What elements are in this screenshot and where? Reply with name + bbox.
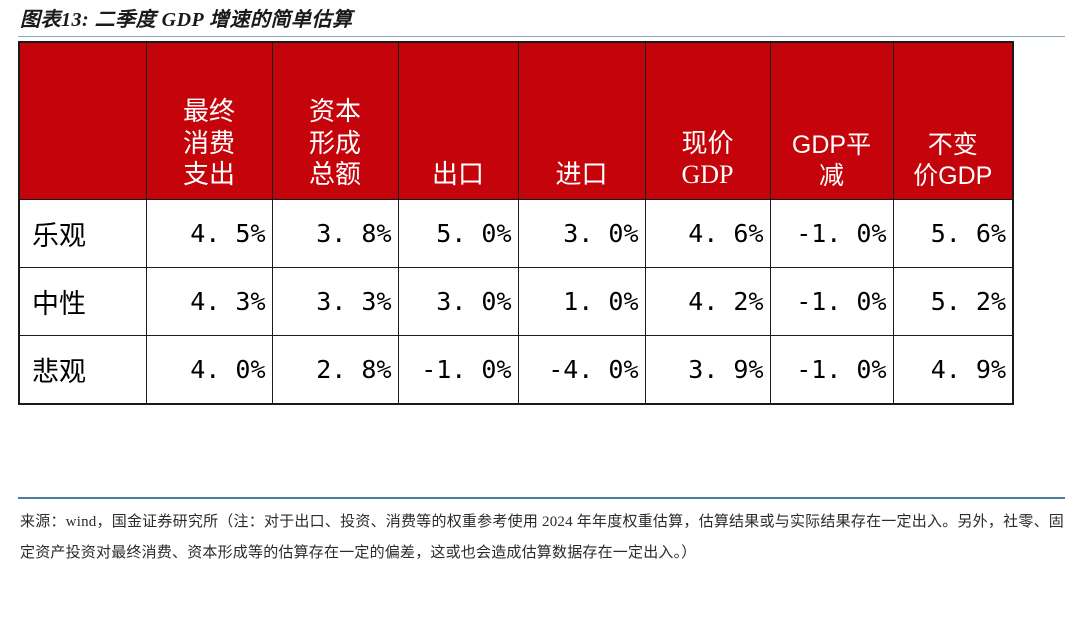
cell-optimistic-imports: 3. 0% — [517, 199, 646, 268]
column-header-real-gdp: 不变 价GDP — [892, 41, 1014, 200]
table-row: 中性 4. 3% 3. 3% 3. 0% 1. 0% 4. 2% -1. 0% … — [18, 267, 1014, 336]
column-header-final-consumption: 最终 消费 支出 — [145, 41, 273, 200]
divider-top — [18, 36, 1065, 37]
table-body: 乐观 4. 5% 3. 8% 5. 0% 3. 0% 4. 6% -1. 0% … — [18, 199, 1014, 405]
column-header-final-consumption-label: 最终 消费 支出 — [182, 96, 235, 190]
page-title: 图表13: 二季度 GDP 增速的简单估算 — [20, 9, 353, 31]
row-label-optimistic: 乐观 — [18, 199, 147, 268]
cell-optimistic-exports: 5. 0% — [397, 199, 519, 268]
cell-pessimistic-final-consumption: 4. 0% — [145, 335, 273, 405]
cell-pessimistic-imports: -4. 0% — [517, 335, 646, 405]
cell-pessimistic-exports: -1. 0% — [397, 335, 519, 405]
column-header-gdp-deflator-label: GDP平 减 — [791, 131, 872, 190]
row-label-neutral: 中性 — [18, 267, 147, 336]
cell-neutral-nominal-gdp: 4. 2% — [644, 267, 771, 336]
divider-bottom — [18, 497, 1065, 499]
column-header-scenario — [18, 41, 147, 200]
table-container: 最终 消费 支出 资本 形成 总额 出口 进口 现价 GDP — [18, 41, 1014, 405]
table-row: 悲观 4. 0% 2. 8% -1. 0% -4. 0% 3. 9% -1. 0… — [18, 335, 1014, 405]
cell-optimistic-capital-formation: 3. 8% — [271, 199, 399, 268]
cell-pessimistic-nominal-gdp: 3. 9% — [644, 335, 771, 405]
cell-neutral-imports: 1. 0% — [517, 267, 646, 336]
table-header-row: 最终 消费 支出 资本 形成 总额 出口 进口 现价 GDP — [18, 41, 1014, 200]
column-header-imports: 进口 — [517, 41, 646, 200]
column-header-imports-label: 进口 — [555, 160, 608, 190]
cell-optimistic-gdp-deflator: -1. 0% — [769, 199, 894, 268]
column-header-gdp-deflator: GDP平 减 — [769, 41, 894, 200]
cell-neutral-gdp-deflator: -1. 0% — [769, 267, 894, 336]
column-header-scenario-label — [20, 191, 146, 199]
cell-neutral-capital-formation: 3. 3% — [271, 267, 399, 336]
cell-pessimistic-real-gdp: 4. 9% — [892, 335, 1014, 405]
column-header-capital-formation: 资本 形成 总额 — [271, 41, 399, 200]
cell-optimistic-nominal-gdp: 4. 6% — [644, 199, 771, 268]
cell-neutral-real-gdp: 5. 2% — [892, 267, 1014, 336]
table-row: 乐观 4. 5% 3. 8% 5. 0% 3. 0% 4. 6% -1. 0% … — [18, 199, 1014, 268]
cell-optimistic-real-gdp: 5. 6% — [892, 199, 1014, 268]
cell-neutral-exports: 3. 0% — [397, 267, 519, 336]
column-header-capital-formation-label: 资本 形成 总额 — [308, 96, 361, 190]
gdp-estimate-table: 最终 消费 支出 资本 形成 总额 出口 进口 现价 GDP — [18, 41, 1014, 405]
column-header-nominal-gdp-label: 现价 GDP — [681, 128, 734, 190]
cell-optimistic-final-consumption: 4. 5% — [145, 199, 273, 268]
table-header: 最终 消费 支出 资本 形成 总额 出口 进口 现价 GDP — [18, 41, 1014, 200]
cell-neutral-final-consumption: 4. 3% — [145, 267, 273, 336]
column-header-nominal-gdp: 现价 GDP — [644, 41, 771, 200]
source-note: 来源：wind，国金证券研究所（注：对于出口、投资、消费等的权重参考使用 202… — [20, 514, 1064, 561]
column-header-exports-label: 出口 — [431, 160, 484, 190]
cell-pessimistic-capital-formation: 2. 8% — [271, 335, 399, 405]
cell-pessimistic-gdp-deflator: -1. 0% — [769, 335, 894, 405]
row-label-pessimistic: 悲观 — [18, 335, 147, 405]
column-header-real-gdp-label: 不变 价GDP — [913, 131, 993, 190]
column-header-exports: 出口 — [397, 41, 519, 200]
